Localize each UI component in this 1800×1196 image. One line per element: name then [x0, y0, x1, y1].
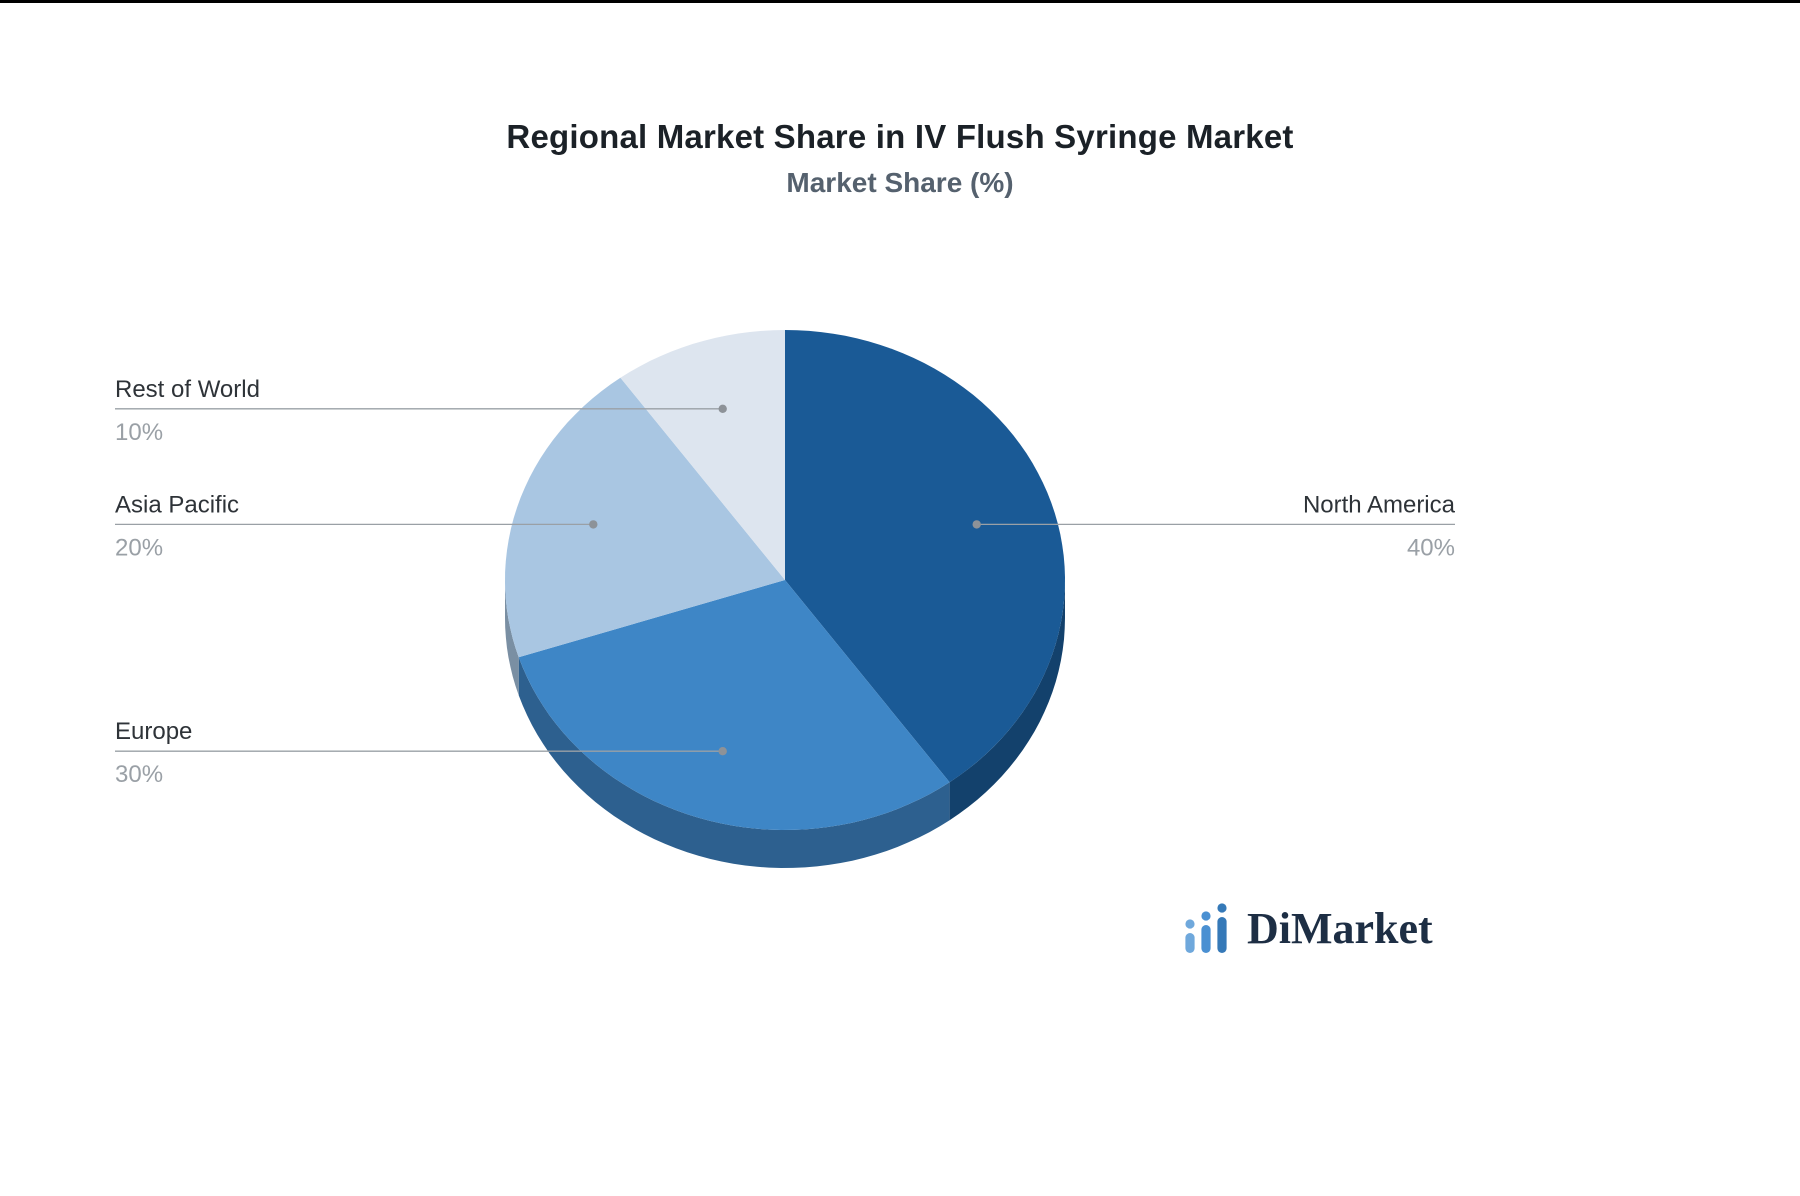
top-border [0, 0, 1800, 3]
slice-label-name-rest-of-world: Rest of World [115, 376, 260, 403]
slice-label-name-europe: Europe [115, 718, 192, 745]
label-dot-asia-pacific [589, 520, 598, 529]
brand-logo-text: DiMarket [1247, 903, 1433, 953]
slice-label-name-asia-pacific: Asia Pacific [115, 491, 239, 518]
label-dot-europe [718, 747, 727, 756]
brand-logo: DiMarket [1183, 901, 1433, 955]
chart-subtitle: Market Share (%) [786, 167, 1014, 198]
chart-title: Regional Market Share in IV Flush Syring… [506, 118, 1294, 155]
pie-slice-rest-of-world[interactable] [620, 330, 785, 580]
pie-slice-north-america[interactable] [785, 330, 1065, 783]
slice-label-value-asia-pacific: 20% [115, 534, 163, 561]
bar-chart-logo-icon [1185, 903, 1227, 953]
pie-slice-side-asia-pacific [505, 580, 519, 696]
pie-slice-side-north-america [949, 580, 1065, 821]
label-dot-north-america [972, 520, 981, 529]
label-dot-rest-of-world [718, 404, 727, 413]
slice-label-value-north-america: 40% [1407, 534, 1455, 561]
pie-slice-europe[interactable] [518, 580, 950, 830]
slice-label-name-north-america: North America [1303, 491, 1456, 518]
pie-slice-asia-pacific[interactable] [505, 377, 785, 658]
pie-slice-side-europe [518, 657, 950, 868]
slice-label-value-rest-of-world: 10% [115, 419, 163, 446]
slice-label-value-europe: 30% [115, 761, 163, 788]
